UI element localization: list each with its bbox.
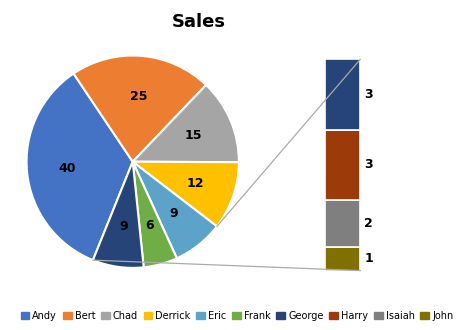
Bar bbox=[325, 247, 360, 271]
Wedge shape bbox=[133, 162, 239, 226]
Bar bbox=[325, 200, 360, 247]
Wedge shape bbox=[27, 74, 133, 260]
Text: 1: 1 bbox=[364, 252, 373, 265]
Legend: Andy, Bert, Chad, Derrick, Eric, Frank, George, Harry, Isaiah, John: Andy, Bert, Chad, Derrick, Eric, Frank, … bbox=[17, 307, 457, 325]
Text: 3: 3 bbox=[364, 158, 373, 172]
Wedge shape bbox=[133, 162, 217, 258]
Text: 6: 6 bbox=[146, 219, 155, 232]
Wedge shape bbox=[133, 85, 239, 162]
Text: 3: 3 bbox=[364, 88, 373, 101]
Text: 9: 9 bbox=[169, 207, 178, 220]
Wedge shape bbox=[73, 55, 206, 162]
Text: 40: 40 bbox=[58, 162, 76, 175]
Text: 15: 15 bbox=[184, 129, 202, 143]
Text: 12: 12 bbox=[186, 177, 204, 189]
Text: 25: 25 bbox=[129, 90, 147, 103]
Text: 9: 9 bbox=[119, 220, 128, 233]
Bar bbox=[325, 59, 360, 130]
Wedge shape bbox=[93, 162, 144, 268]
Text: 2: 2 bbox=[364, 217, 373, 230]
Wedge shape bbox=[133, 162, 177, 267]
Bar bbox=[325, 130, 360, 200]
Text: Sales: Sales bbox=[172, 13, 226, 31]
